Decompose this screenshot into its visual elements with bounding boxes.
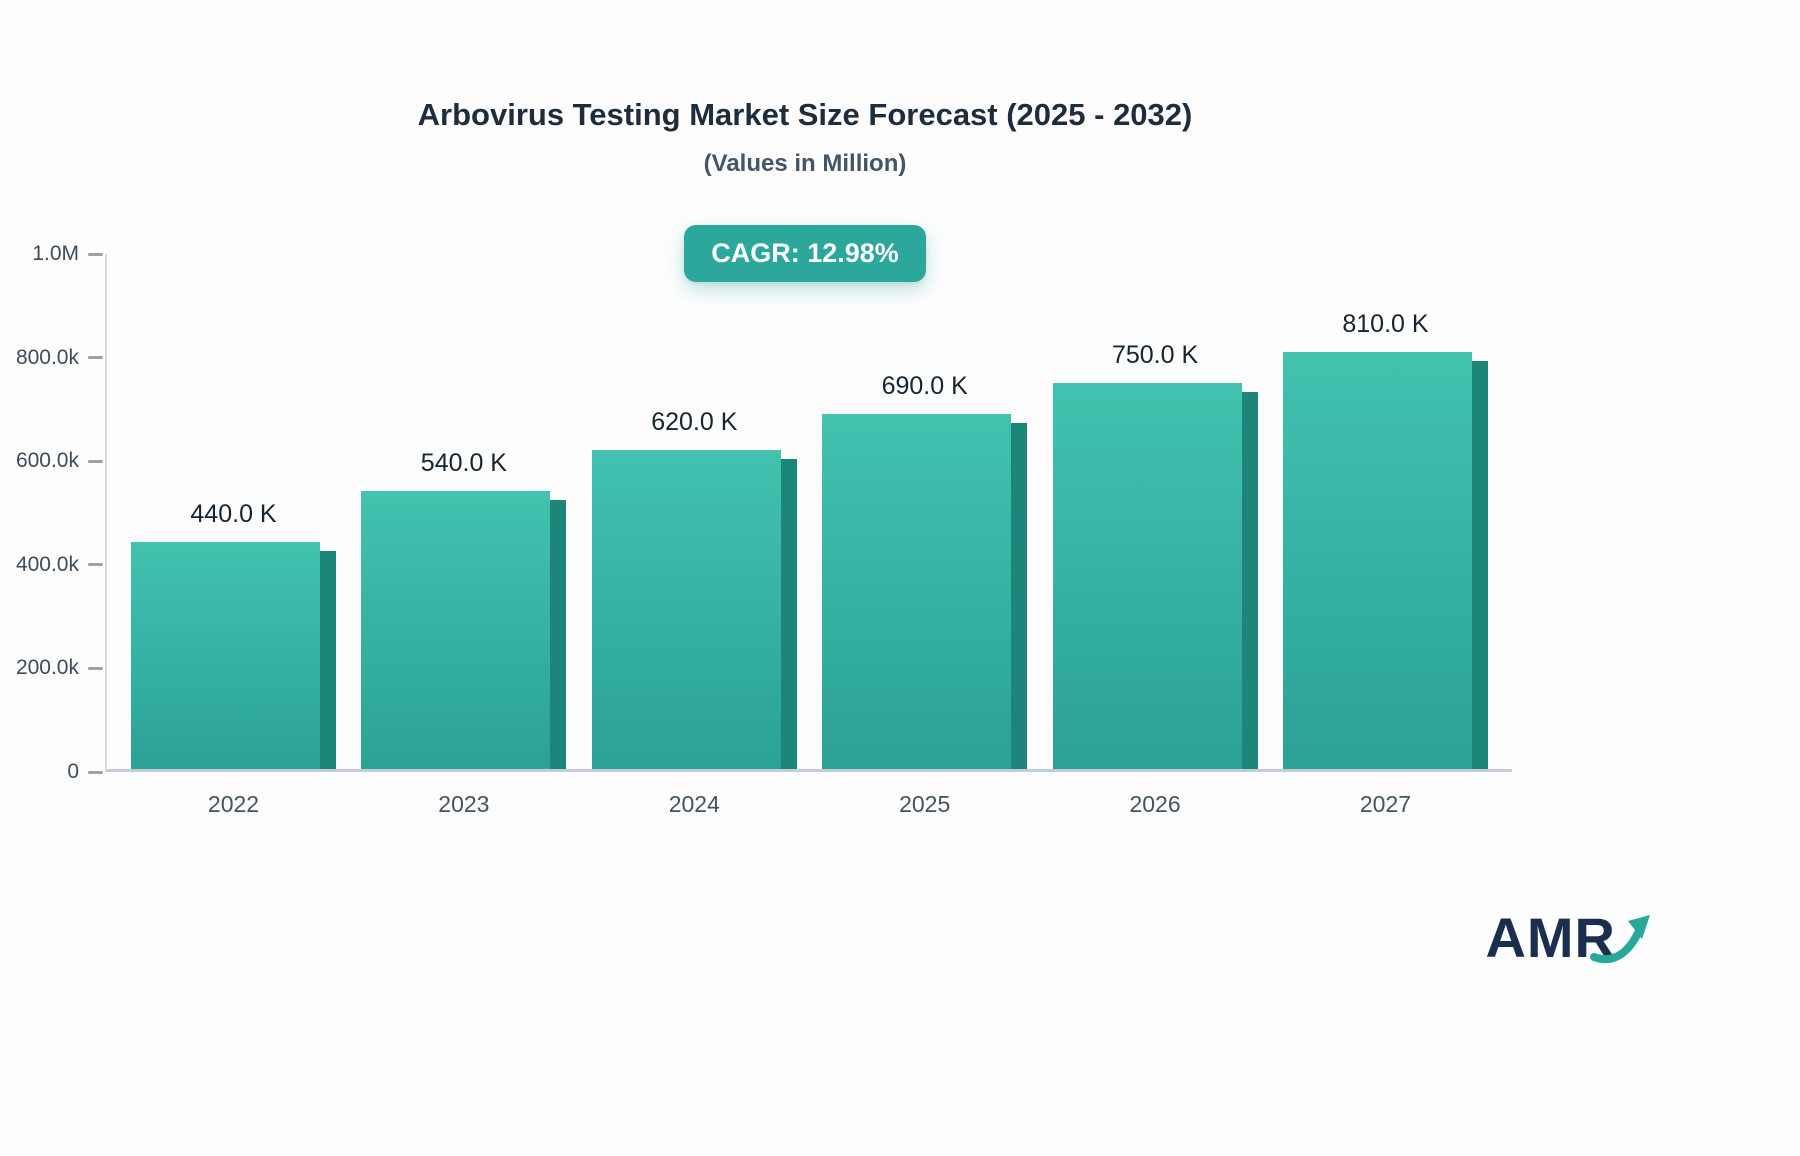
bar-face (822, 413, 1012, 769)
bars-row: 440.0 K 2022 540.0 K 2023 620.0 K 2024 690.0 K… (107, 254, 1512, 817)
plot-area: 440.0 K 2022 540.0 K 2023 620.0 K 2024 690.0 K… (105, 254, 1512, 817)
bar: 750.0 K 2026 (1052, 341, 1258, 817)
bar-side-shade (1011, 422, 1028, 769)
y-tick: 600.0k (16, 449, 103, 473)
y-tick-mark (88, 563, 103, 567)
bar-value-label: 750.0 K (1111, 340, 1199, 369)
cagr-badge-row: CAGR: 12.98% (0, 225, 1610, 282)
y-axis: 0 200.0k 400.0k 600.0k 800.0k 1.0M (0, 242, 103, 783)
y-tick: 800.0k (16, 346, 103, 370)
x-axis-label: 2023 (438, 791, 490, 817)
x-axis-label: 2025 (899, 791, 951, 817)
y-tick: 0 (67, 760, 103, 784)
bar: 440.0 K 2022 (131, 500, 336, 817)
y-tick-label: 600.0k (15, 449, 79, 473)
y-tick: 200.0k (16, 656, 103, 680)
bar-face (1282, 351, 1472, 769)
y-tick-label: 400.0k (15, 552, 79, 576)
bar-face (361, 490, 551, 769)
x-axis-label: 2027 (1359, 791, 1412, 817)
bar-side-shade (550, 499, 567, 769)
y-tick: 1.0M (32, 242, 103, 266)
y-tick-mark (88, 356, 103, 360)
y-tick-mark (88, 666, 103, 670)
bar-value-label: 620.0 K (651, 407, 738, 436)
bar-side-shade (780, 458, 797, 769)
bar: 620.0 K 2024 (591, 408, 797, 817)
x-axis-label: 2026 (1129, 791, 1181, 817)
bar-side-shade (1241, 391, 1258, 769)
bar-face (591, 449, 781, 769)
y-tick-mark (88, 459, 103, 463)
y-tick-label: 0 (67, 760, 79, 783)
bar-value-label: 540.0 K (420, 448, 507, 477)
chart-title: Arbovirus Testing Market Size Forecast (… (417, 97, 1193, 132)
bar-side-shade (320, 551, 336, 769)
bar-face (1052, 382, 1242, 769)
x-axis-label: 2024 (668, 791, 720, 817)
x-axis-label: 2022 (207, 791, 260, 817)
amr-logo: AMR (1485, 910, 1652, 966)
amr-logo-arrow-icon (1590, 915, 1650, 964)
cagr-badge: CAGR: 12.98% (684, 225, 926, 282)
y-tick-label: 200.0k (15, 656, 79, 680)
bar-value-label: 810.0 K (1342, 309, 1429, 338)
bar-face (131, 542, 320, 769)
y-tick: 400.0k (16, 553, 103, 577)
bar: 690.0 K 2025 (822, 372, 1028, 817)
bar: 540.0 K 2023 (361, 449, 567, 817)
y-tick-mark (88, 770, 103, 774)
bar: 810.0 K 2027 (1282, 310, 1488, 817)
bar-side-shade (1471, 360, 1488, 769)
bar-value-label: 690.0 K (881, 371, 968, 400)
chart-card: Arbovirus Testing Market Size Forecast (… (0, 97, 1610, 824)
y-tick-mark (88, 252, 103, 256)
bar-chart: 0 200.0k 400.0k 600.0k 800.0k 1.0M 440.0 K 202… (0, 224, 1610, 824)
bar-value-label: 440.0 K (190, 500, 277, 529)
y-tick-label: 800.0k (15, 345, 79, 369)
y-tick-label: 1.0M (32, 242, 79, 265)
chart-subtitle: (Values in Million) (703, 150, 907, 177)
